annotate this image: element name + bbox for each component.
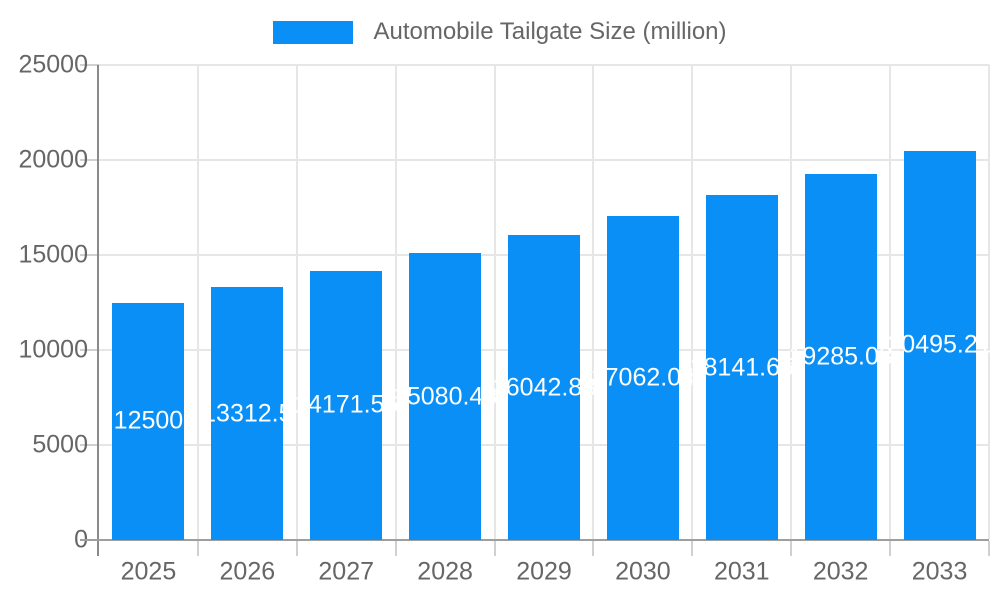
y-tick-mark [80,349,99,351]
y-tick-label: 20000 [18,145,88,174]
x-tick-mark [493,541,496,556]
y-tick-label: 15000 [18,240,88,269]
bar[interactable] [508,235,580,540]
bar[interactable] [606,215,679,540]
x-tick-mark [988,541,990,556]
x-tick-mark [889,541,892,556]
y-tick-label: 5000 [32,430,88,459]
v-gridline [790,65,793,539]
bar-value-label: 14171.56 [294,390,399,419]
bar-value-label: 13312.5 [202,399,293,428]
y-tick-mark [80,64,99,66]
x-tick-label: 2031 [713,557,770,586]
bar[interactable] [211,287,284,540]
y-tick-label: 25000 [18,50,88,79]
x-axis-line [80,539,989,541]
v-gridline [592,65,595,539]
y-axis-line [97,65,99,556]
bar[interactable] [409,253,482,540]
bar-value-label: 20495.21 [887,330,992,359]
x-tick-label: 2027 [318,557,375,586]
x-tick-label: 2025 [120,557,177,586]
x-tick-label: 2029 [516,557,572,586]
v-gridline [394,65,397,539]
bar-value-label: 18141.65 [689,353,794,382]
bar-value-label: 19285.03 [788,342,893,371]
v-gridline [691,65,694,539]
x-tick-label: 2026 [219,557,276,586]
y-tick-mark [80,254,99,256]
legend-label: Automobile Tailgate Size (million) [373,18,727,45]
v-gridline [988,65,990,539]
legend-swatch [273,20,354,44]
y-tick-label: 0 [74,525,88,554]
x-tick-mark [691,541,694,556]
bar[interactable] [310,270,383,540]
bar-value-label: 16042.88 [491,373,597,402]
x-tick-mark [592,541,595,556]
x-tick-mark [790,541,793,556]
bar-value-label: 17062.04 [590,363,696,392]
v-gridline [295,65,298,539]
x-tick-mark [196,541,199,556]
bar[interactable] [903,150,976,540]
x-tick-label: 2030 [615,557,671,586]
x-tick-mark [394,541,397,556]
legend[interactable]: Automobile Tailgate Size (million) [0,18,1000,46]
bar-value-label: 15080.48 [392,382,498,411]
bar[interactable] [804,173,877,540]
y-tick-mark [80,159,99,161]
y-tick-mark [80,444,99,446]
y-tick-label: 10000 [18,335,88,364]
y-gridline [99,159,989,161]
y-gridline [99,64,989,66]
x-tick-label: 2028 [417,557,473,586]
v-gridline [889,65,892,539]
bar-value-label: 12500 [113,406,184,435]
v-gridline [196,65,199,539]
v-gridline [493,65,496,539]
x-tick-mark [295,541,298,556]
bar[interactable] [705,195,778,540]
x-tick-label: 2033 [911,557,968,586]
x-tick-label: 2032 [812,557,869,586]
bar[interactable] [112,302,185,540]
